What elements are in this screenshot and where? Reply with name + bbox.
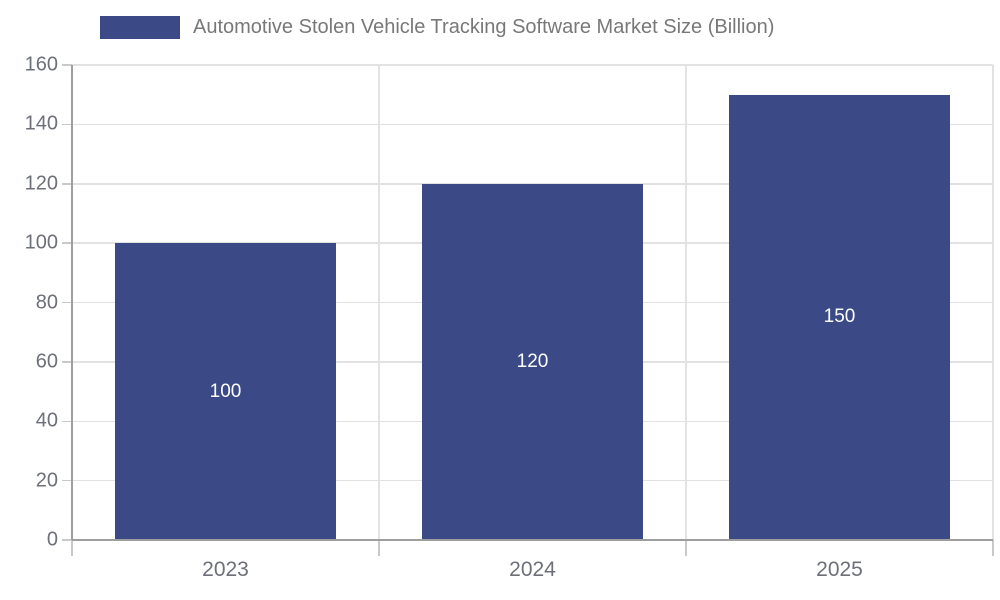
y-axis-tick-label: 120 — [24, 172, 58, 195]
gridline-vertical — [685, 65, 687, 540]
y-axis-tick-label: 0 — [46, 528, 58, 551]
y-axis-tick — [62, 420, 72, 422]
y-axis-tick — [62, 539, 72, 541]
y-axis-tick — [62, 183, 72, 185]
y-axis-tick — [62, 242, 72, 244]
legend-label: Automotive Stolen Vehicle Tracking Softw… — [193, 16, 775, 38]
y-axis-tick — [62, 123, 72, 126]
x-axis-category-label: 2025 — [816, 558, 863, 581]
y-axis-tick-label: 140 — [24, 112, 58, 135]
gridline-vertical — [992, 65, 994, 540]
y-axis-tick-label: 40 — [35, 409, 58, 432]
bar-2025[interactable] — [728, 94, 950, 539]
gridline-vertical — [378, 65, 380, 540]
y-axis-tick — [62, 361, 72, 363]
y-axis-tick-label: 160 — [24, 53, 58, 76]
x-axis-tick — [685, 540, 687, 556]
bar-2024[interactable] — [421, 183, 643, 539]
y-axis-line — [71, 65, 73, 540]
x-axis-tick — [378, 540, 380, 556]
y-axis-tick — [62, 479, 72, 482]
bar-2023[interactable] — [114, 243, 336, 539]
y-axis-tick-label: 20 — [35, 469, 58, 492]
x-axis-line — [72, 539, 993, 541]
gridline-horizontal — [72, 64, 993, 66]
x-axis-category-label: 2023 — [202, 558, 249, 581]
y-axis-tick — [62, 64, 72, 66]
x-axis-category-label: 2024 — [509, 558, 556, 581]
y-axis-tick — [62, 301, 72, 304]
x-axis-tick — [992, 540, 994, 556]
x-axis-tick — [71, 540, 73, 556]
y-axis-tick-label: 60 — [35, 350, 58, 373]
y-axis-tick-label: 100 — [24, 231, 58, 254]
gridline-horizontal — [72, 123, 993, 126]
legend-item[interactable]: Automotive Stolen Vehicle Tracking Softw… — [100, 16, 774, 39]
y-axis-tick-label: 80 — [35, 291, 58, 313]
legend-swatch — [100, 16, 180, 39]
